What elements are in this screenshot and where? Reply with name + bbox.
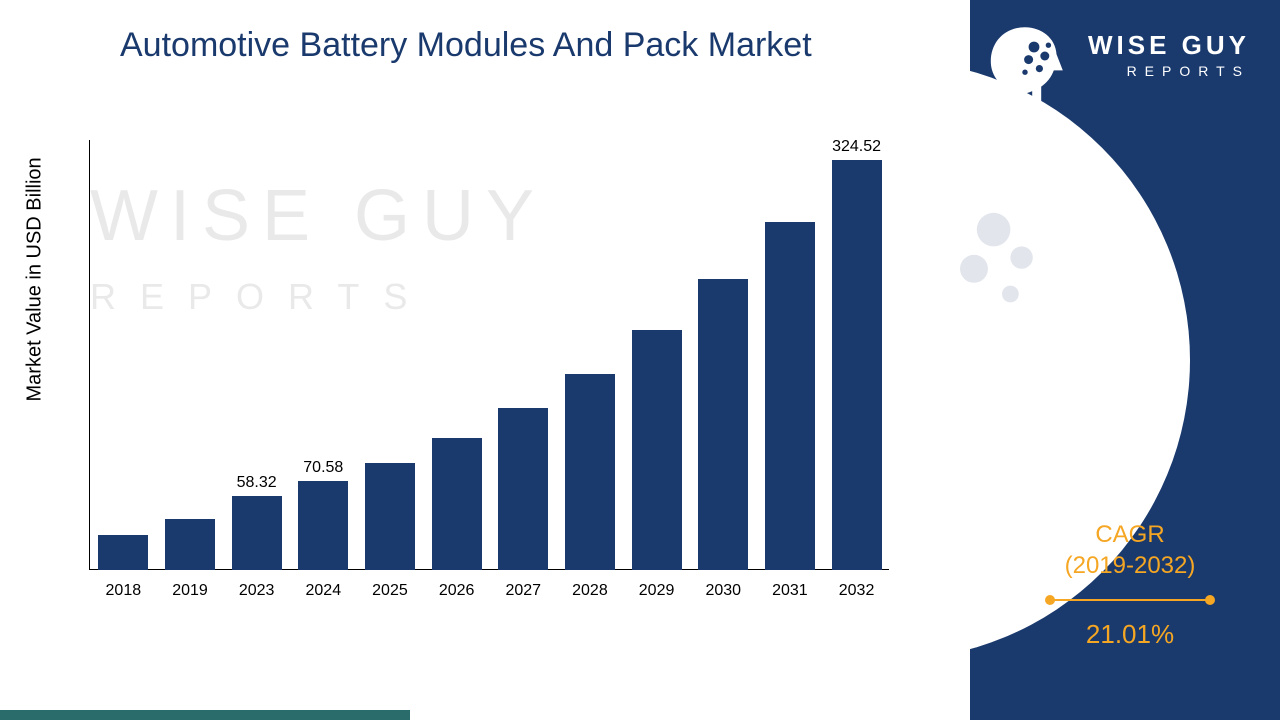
x-axis-label: 2028: [565, 582, 615, 600]
bar-group: [765, 222, 815, 570]
y-axis-label: Market Value in USD Billion: [24, 157, 47, 401]
bar: [632, 330, 682, 570]
bar: [165, 519, 215, 570]
cagr-label: CAGR (2019-2032): [1030, 519, 1230, 581]
x-axis-label: 2029: [632, 582, 682, 600]
bar: [765, 222, 815, 570]
bar-group: 70.58: [298, 459, 348, 570]
x-axis-label: 2030: [698, 582, 748, 600]
cagr-block: CAGR (2019-2032) 21.01%: [1030, 519, 1230, 650]
bar-value-label: 324.52: [832, 138, 881, 156]
cagr-label-line2: (2019-2032): [1065, 552, 1196, 579]
bar: [432, 438, 482, 570]
x-axis-label: 2027: [498, 582, 548, 600]
cagr-value: 21.01%: [1030, 619, 1230, 650]
bar-group: [365, 463, 415, 571]
x-axis-label: 2019: [165, 582, 215, 600]
x-axis-label: 2031: [765, 582, 815, 600]
bar: [832, 160, 882, 570]
cagr-divider: [1050, 599, 1210, 601]
bar: [698, 279, 748, 570]
bars-container: 58.32 70.58 324.52: [90, 140, 890, 570]
bar-group: [565, 374, 615, 570]
bottom-accent-bar: [0, 710, 410, 720]
x-labels-row: 2018 2019 2023 2024 2025 2026 2027 2028 2029 2030…: [90, 582, 890, 600]
bar: [365, 463, 415, 571]
bar-group: [165, 519, 215, 570]
x-axis-label: 2026: [432, 582, 482, 600]
cagr-label-line1: CAGR: [1095, 521, 1164, 548]
x-axis-label: 2032: [832, 582, 882, 600]
bar-group: [98, 535, 148, 570]
bar-group: [632, 330, 682, 570]
logo-main-text: WISE GUY: [1088, 30, 1250, 61]
x-axis-label: 2023: [232, 582, 282, 600]
bar-group: [432, 438, 482, 570]
bar: [298, 481, 348, 570]
bar: [98, 535, 148, 570]
bar-group: 58.32: [232, 474, 282, 570]
bar-group: [498, 408, 548, 570]
bar-value-label: 70.58: [303, 459, 343, 477]
bar-value-label: 58.32: [237, 474, 277, 492]
logo-head-icon: [980, 20, 1070, 110]
bar-group: 324.52: [832, 138, 882, 570]
logo-sub-text: REPORTS: [1088, 63, 1250, 79]
bar: [565, 374, 615, 570]
chart-title: Automotive Battery Modules And Pack Mark…: [120, 25, 812, 66]
bar: [498, 408, 548, 570]
x-axis-label: 2024: [298, 582, 348, 600]
logo-text-area: WISE GUY REPORTS: [1088, 30, 1250, 79]
bar: [232, 496, 282, 570]
x-axis-label: 2025: [365, 582, 415, 600]
x-axis-label: 2018: [98, 582, 148, 600]
chart-area: 58.32 70.58 324.52 2018 2019 2023 2024 2025 202…: [90, 140, 890, 600]
bar-group: [698, 279, 748, 570]
main-container: WISE GUY REPORTS Automotive Battery Modu…: [0, 0, 1280, 720]
